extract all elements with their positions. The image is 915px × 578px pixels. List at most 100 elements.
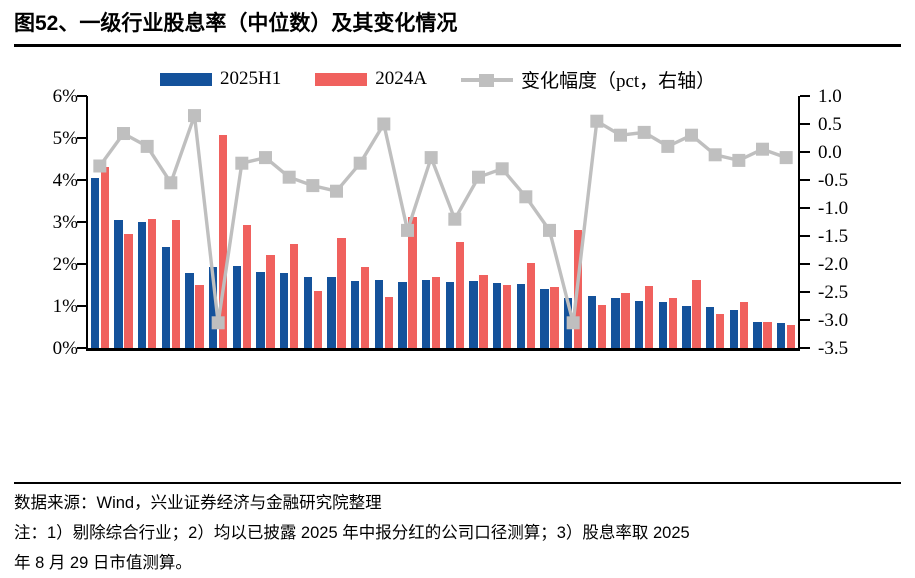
bar-2024a xyxy=(621,292,630,348)
y-tick-right xyxy=(800,235,810,237)
x-axis-line xyxy=(86,348,800,351)
bar-2025h1 xyxy=(90,177,100,348)
bar-2024a xyxy=(479,274,488,348)
y-axis-left-tick-label: 2% xyxy=(52,254,78,275)
y-axis-right-tick-label: 0.0 xyxy=(818,142,842,163)
bar-2024a xyxy=(786,324,796,348)
legend-line-marker-icon xyxy=(460,73,513,87)
legend-label: 变化幅度（pct，右轴） xyxy=(520,70,716,92)
footer-divider xyxy=(14,482,901,484)
bar-2024a xyxy=(360,266,370,348)
bar-2025h1 xyxy=(776,322,786,348)
footer-note-line-2: 年 8 月 29 日市值测算。 xyxy=(14,554,192,572)
y-tick-left xyxy=(77,137,87,139)
bar-2025h1 xyxy=(398,282,407,348)
bar-2025h1 xyxy=(705,306,715,348)
bar-2025h1 xyxy=(682,306,691,348)
y-axis-right-tick-label: -3.0 xyxy=(818,310,849,331)
footer-source: 数据来源：Wind，兴业证券经济与金融研究院整理 xyxy=(14,494,382,512)
y-tick-left xyxy=(77,95,87,97)
bar-2025h1 xyxy=(469,280,478,348)
bar-2025h1 xyxy=(445,282,455,348)
change-line-marker: 电力设备: 0.35 pct xyxy=(637,125,651,139)
y-tick-right xyxy=(800,291,810,293)
x-axis-category-labels xyxy=(88,358,800,478)
change-line-marker: 公用事业: -1.2 pct xyxy=(448,212,462,226)
bar-2024a xyxy=(739,301,749,348)
change-line-marker: 轻工制造: 0.1 pct xyxy=(140,139,154,153)
change-line-path xyxy=(98,113,787,325)
change-line-marker: 建筑材料: -0.1 pct xyxy=(259,151,272,165)
y-tick-left xyxy=(77,263,87,265)
bar-2025h1 xyxy=(611,298,620,348)
bar-2024a xyxy=(266,254,275,348)
change-line-marker: 食品饮料: 0.5 pct xyxy=(377,117,391,131)
y-axis-left-tick-label: 6% xyxy=(52,86,78,107)
y-tick-right xyxy=(800,123,810,125)
bar-2025h1 xyxy=(729,310,739,348)
legend-item-series_change[interactable]: 变化幅度（pct，右轴） xyxy=(460,66,716,93)
legend-swatch-icon xyxy=(160,72,212,86)
y-axis-left-tick-label: 4% xyxy=(52,170,78,191)
y-axis-right-tick-label: -2.0 xyxy=(818,254,849,275)
y-tick-right xyxy=(800,347,810,349)
y-axis-left-tick-label: 1% xyxy=(52,296,78,317)
bar-2024a xyxy=(455,242,465,348)
bar-2025h1 xyxy=(327,277,336,348)
y-axis-right-tick-label: -2.5 xyxy=(818,282,849,303)
change-line-marker: 建筑装饰: -0.6 pct xyxy=(306,179,320,193)
bar-2024a xyxy=(195,285,204,348)
change-line-marker: 交通运输: -0.45 pct xyxy=(282,170,296,184)
y-tick-left xyxy=(77,305,87,307)
y-axis-left-tick-label: 3% xyxy=(52,212,78,233)
bar-2024a xyxy=(692,279,701,348)
y-axis-right-tick-label: -1.5 xyxy=(818,226,849,247)
bar-2025h1 xyxy=(516,284,526,348)
legend-item-series_2025h1[interactable]: 2025H1 xyxy=(160,68,281,90)
change-line-marker: 汽车: 0.3 pct xyxy=(614,128,627,142)
change-line-marker: 基础化工: 0.55 pct xyxy=(590,114,604,128)
bar-2025h1 xyxy=(303,276,313,348)
y-tick-right xyxy=(800,151,810,153)
legend-item-series_2024a[interactable]: 2024A xyxy=(315,68,427,90)
change-line-marker: 煤炭: -3.05 pct xyxy=(211,316,225,330)
y-axis-right-tick-label: -0.5 xyxy=(818,170,849,191)
bar-2025h1 xyxy=(279,273,289,348)
bar-2024a xyxy=(431,277,441,348)
bar-2024a xyxy=(313,291,323,348)
change-line-marker: 社会服务: 0.3 pct xyxy=(685,128,698,142)
y-tick-right xyxy=(800,263,810,265)
bar-2025h1 xyxy=(137,222,147,348)
y-axis-left-tick-label: 0% xyxy=(52,338,78,359)
bar-2024a xyxy=(526,263,536,348)
y-tick-right xyxy=(800,179,810,181)
change-line-marker: 房地产: -0.2 pct xyxy=(353,156,367,170)
change-line-marker: 机械设备: 0.1 pct xyxy=(661,139,675,153)
change-line-marker: 环保: -0.7 pct xyxy=(330,184,343,198)
change-line-marker: 美容护理: -1.4 pct xyxy=(543,223,556,237)
bar-2025h1 xyxy=(185,273,194,348)
change-line-marker: 计算机: -0.15 pct xyxy=(732,153,746,167)
y-tick-right xyxy=(800,95,810,97)
bar-2024a xyxy=(337,237,346,348)
bar-2024a xyxy=(218,134,228,348)
change-line-marker: 银行: -0.25 pct xyxy=(93,159,107,173)
bar-2025h1 xyxy=(350,280,360,348)
bar-2025h1 xyxy=(161,247,171,348)
bar-2025h1 xyxy=(540,289,549,348)
bar-2024a xyxy=(124,233,133,348)
title-divider xyxy=(14,44,901,47)
change-line-marker: 电子: 0.05 pct xyxy=(756,142,769,156)
bar-2025h1 xyxy=(753,321,762,348)
y-axis-right-tick-label: 1.0 xyxy=(818,86,842,107)
bar-2025h1 xyxy=(374,279,384,348)
bar-2024a xyxy=(502,285,512,348)
change-line-marker: 传媒: -0.3 pct xyxy=(495,162,509,176)
page-title: 图52、一级行业股息率（中位数）及其变化情况 xyxy=(14,12,458,35)
y-axis-right-tick-label: -3.5 xyxy=(818,338,849,359)
bar-2025h1 xyxy=(658,301,668,348)
y-tick-left xyxy=(77,179,87,181)
figure-footer: 数据来源：Wind，兴业证券经济与金融研究院整理 注：1）剔除综合行业；2）均以… xyxy=(14,488,904,578)
